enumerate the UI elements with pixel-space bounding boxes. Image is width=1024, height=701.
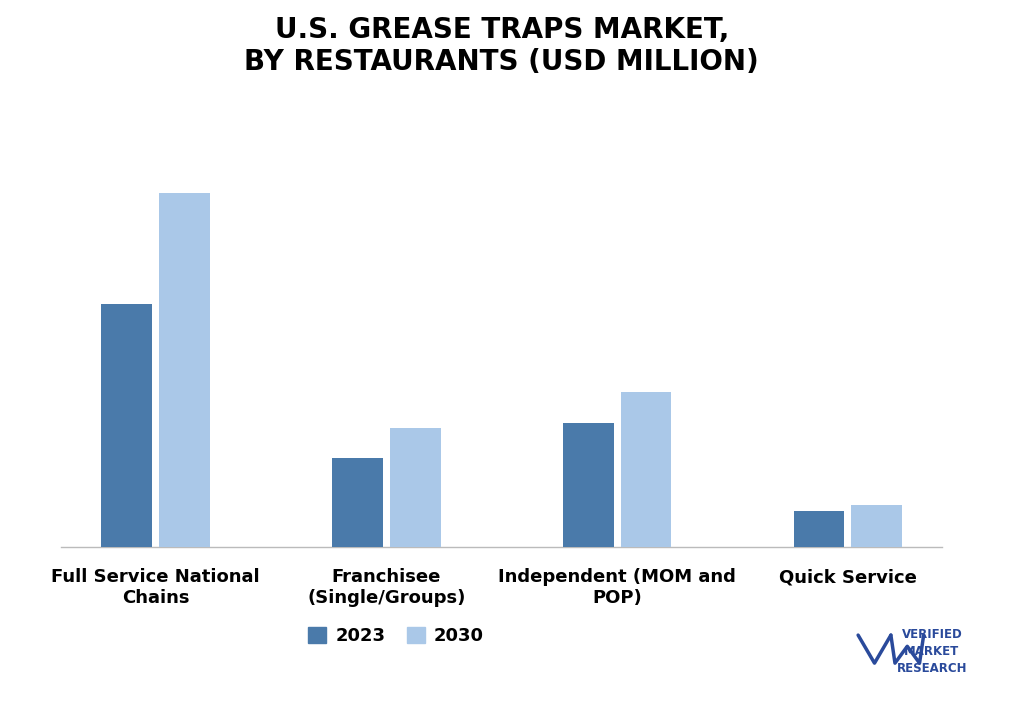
Text: VERIFIED
MARKET
RESEARCH: VERIFIED MARKET RESEARCH (897, 628, 967, 676)
Title: U.S. GREASE TRAPS MARKET,
BY RESTAURANTS (USD MILLION): U.S. GREASE TRAPS MARKET, BY RESTAURANTS… (245, 16, 759, 76)
Bar (332, 458, 383, 547)
Bar (390, 428, 440, 547)
Bar (101, 304, 153, 547)
Bar (794, 512, 845, 547)
Bar (159, 193, 210, 547)
Bar (851, 505, 902, 547)
Bar (621, 393, 672, 547)
Bar (563, 423, 613, 547)
Legend: 2023, 2030: 2023, 2030 (301, 620, 492, 653)
